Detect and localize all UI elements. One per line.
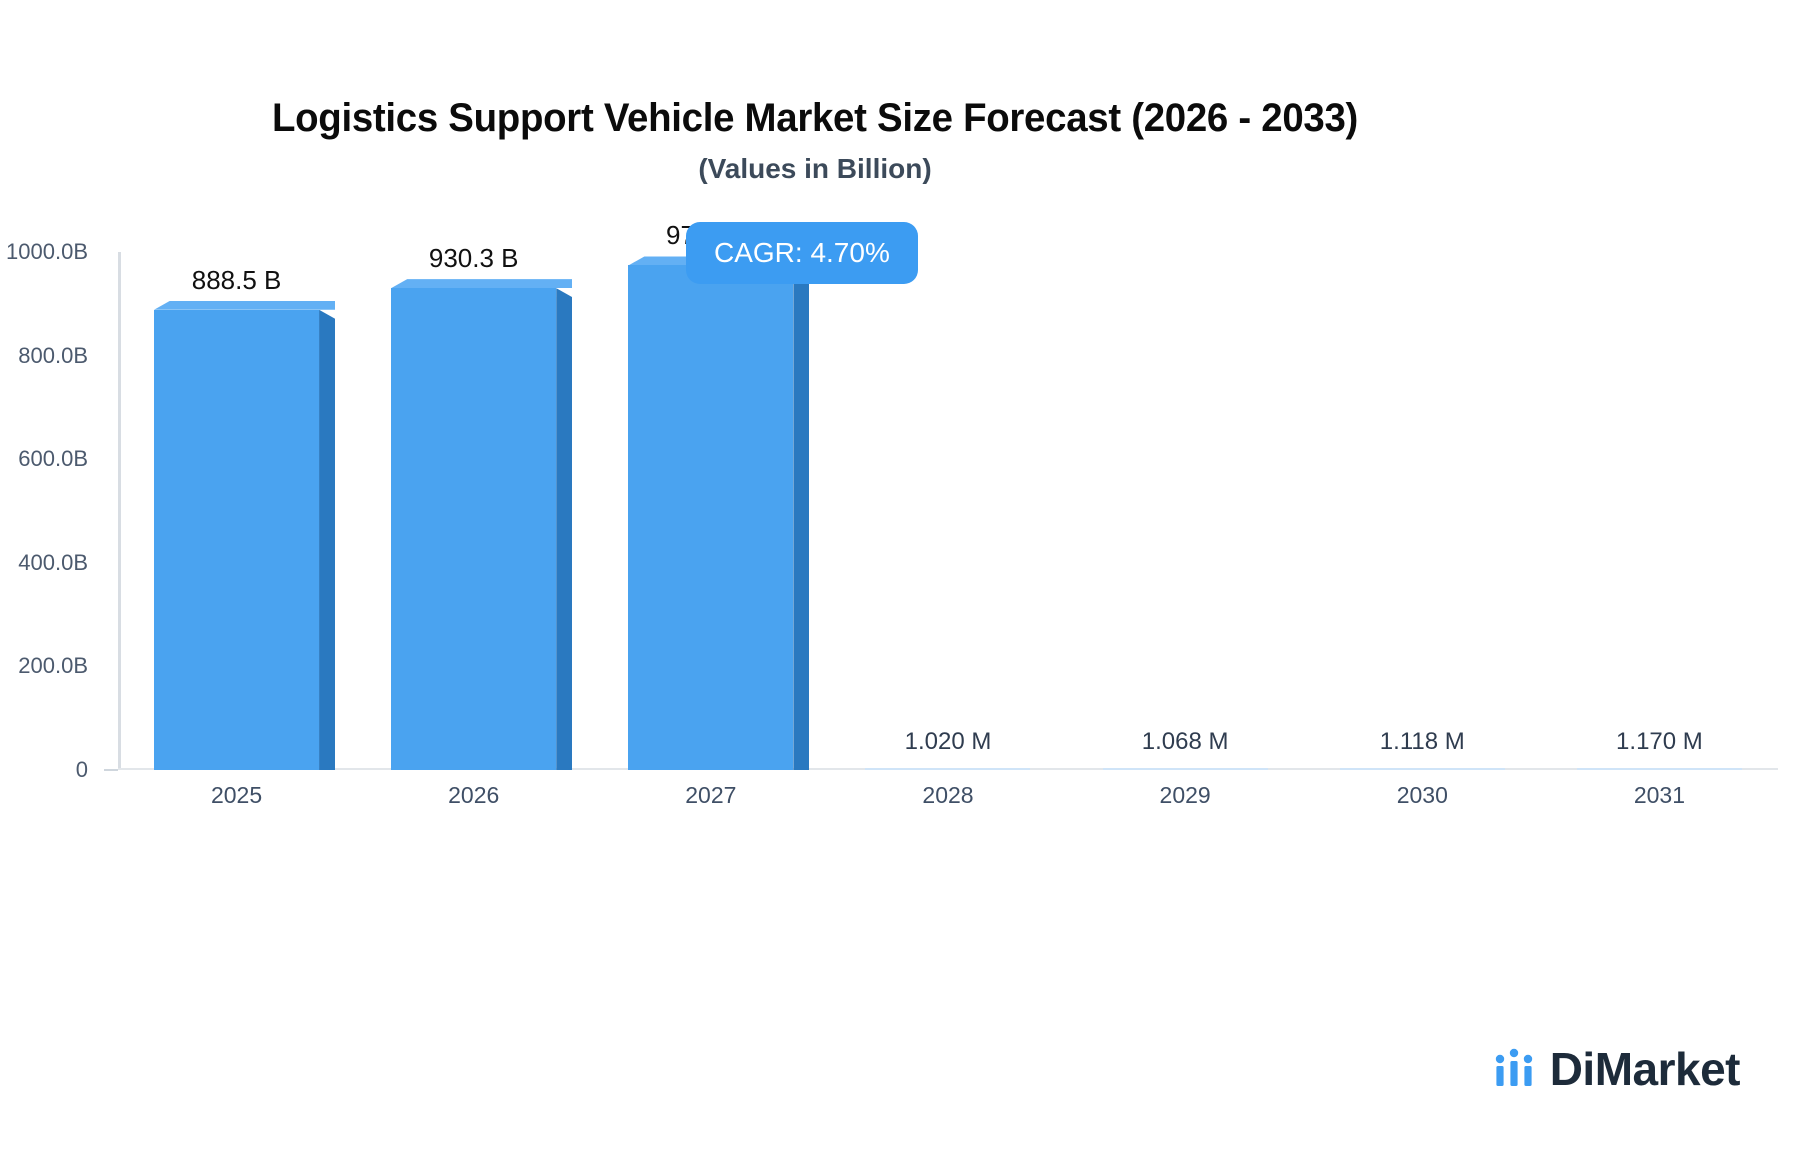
bar-value-label: 1.118 M xyxy=(1379,728,1465,755)
x-axis-tick-label: 2026 xyxy=(448,782,500,808)
bar[interactable] xyxy=(1102,768,1268,770)
y-axis-labels: 1000.0B 800.0B 600.0B 400.0B 200.0B 0 xyxy=(0,239,118,782)
x-axis-tick-label: 2025 xyxy=(210,782,263,808)
bar-value-label: 1.068 M xyxy=(1141,728,1229,755)
chart-subtitle: (Values in Billion) xyxy=(698,153,932,184)
bar-front-face xyxy=(865,768,1031,770)
x-axis-tick-label: 2031 xyxy=(1633,782,1686,808)
bar-front-face xyxy=(391,288,557,770)
bar-group: 930.3 B xyxy=(355,243,592,770)
y-axis-zero-tick xyxy=(104,769,118,771)
x-axis-labels: 2025 2026 2027 2028 2029 2030 2031 xyxy=(118,782,1778,822)
bar-front-face xyxy=(1102,768,1268,770)
y-axis-line xyxy=(118,252,121,770)
bar-top-face xyxy=(391,279,573,289)
bar-front-face xyxy=(1576,768,1742,770)
bar-chart-icon xyxy=(1494,1046,1540,1093)
bar[interactable] xyxy=(865,768,1031,770)
bar-value-label: 1.020 M xyxy=(904,728,992,755)
bar-group: 1.170 M xyxy=(1541,252,1778,770)
plot-area: 888.5 B 930.3 B 974.0 B 1.020 M 1.068 M 1.118… xyxy=(118,220,1778,770)
chart-title: Logistics Support Vehicle Market Size Fo… xyxy=(271,96,1359,140)
bar-group: 888.5 B xyxy=(118,252,355,770)
x-axis-tick-label: 2029 xyxy=(1159,782,1211,808)
x-axis-tick-label: 2027 xyxy=(685,782,737,808)
y-axis-tick-label: 600.0B xyxy=(18,446,88,472)
bar-value-label: 930.3 B xyxy=(428,243,519,274)
bars-layer: 888.5 B 930.3 B 974.0 B 1.020 M 1.068 M 1.118… xyxy=(118,220,1778,770)
bar[interactable] xyxy=(1576,768,1742,770)
bar-top-face xyxy=(154,300,336,310)
y-axis-tick-label: 400.0B xyxy=(18,549,88,575)
bar-side-face xyxy=(556,288,573,770)
cagr-badge: CAGR: 4.70% xyxy=(686,222,918,284)
x-axis-tick-label: 2028 xyxy=(922,782,974,808)
chart-header: Logistics Support Vehicle Market Size Fo… xyxy=(0,96,1630,185)
y-axis-tick-label: 800.0B xyxy=(18,342,88,368)
x-axis-tick-label: 2030 xyxy=(1396,782,1448,808)
bar-value-label: 888.5 B xyxy=(191,264,282,295)
y-axis-tick-label: 1000.0B xyxy=(6,239,88,264)
bar-side-face xyxy=(319,309,336,770)
bar-group: 1.020 M xyxy=(829,252,1066,770)
bar-side-face xyxy=(793,265,810,770)
bar[interactable] xyxy=(1339,768,1505,770)
bar-front-face xyxy=(1339,768,1505,770)
bar-group: 1.068 M xyxy=(1067,252,1304,770)
bar-group: 1.118 M xyxy=(1304,252,1541,770)
bar-front-face xyxy=(628,265,794,770)
bar[interactable]: 888.5 B xyxy=(154,265,336,770)
bar[interactable]: 974.0 B xyxy=(628,220,810,770)
brand-name: DiMarket xyxy=(1549,1043,1741,1095)
bar-front-face xyxy=(154,309,320,770)
y-axis-tick-label: 200.0B xyxy=(18,653,88,679)
bar[interactable]: 930.3 B xyxy=(391,243,573,770)
bar-group: 974.0 B xyxy=(592,220,829,770)
bar-value-label: 1.170 M xyxy=(1616,728,1703,755)
y-axis-tick-label: 0 xyxy=(75,757,88,782)
brand-logo: DiMarket xyxy=(1494,1042,1741,1096)
